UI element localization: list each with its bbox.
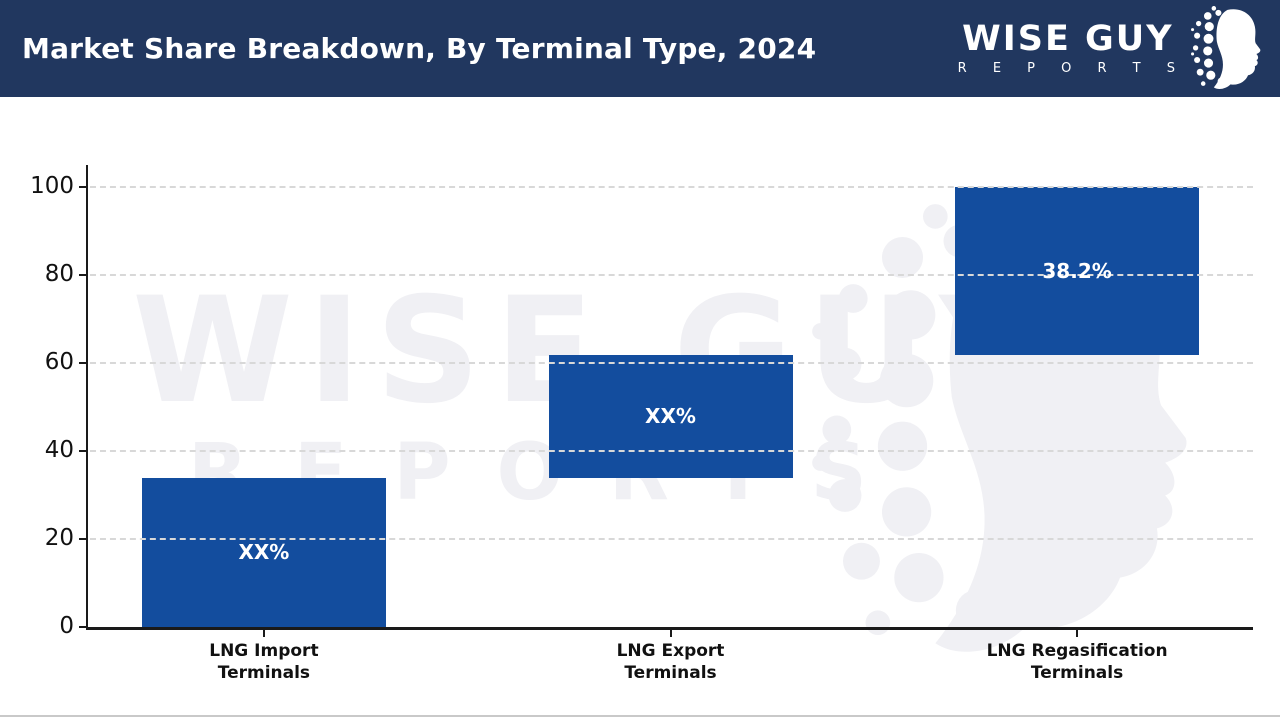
page-title: Market Share Breakdown, By Terminal Type… bbox=[22, 32, 817, 65]
bottom-divider bbox=[0, 715, 1280, 717]
header-bar: Market Share Breakdown, By Terminal Type… bbox=[0, 0, 1280, 97]
y-tick-label-40: 40 bbox=[44, 436, 74, 463]
y-tick-20 bbox=[79, 538, 88, 540]
x-axis-line bbox=[86, 627, 1253, 630]
y-axis-line bbox=[86, 165, 88, 629]
gridline-y-20 bbox=[90, 538, 1253, 540]
x-category-label-lng-export-terminals: LNG Export Terminals bbox=[616, 641, 725, 683]
y-tick-label-80: 80 bbox=[44, 260, 74, 287]
brand-subname: R E P O R T S bbox=[957, 61, 1186, 76]
x-tick-lng-import-terminals bbox=[262, 629, 265, 637]
y-tick-label-20: 20 bbox=[44, 524, 74, 551]
brand-name: WISE GUY bbox=[962, 19, 1174, 59]
bar-value-label-lng-regasification-terminals: 38.2% bbox=[1042, 259, 1112, 284]
y-tick-0 bbox=[79, 626, 88, 628]
brand-face-icon bbox=[1191, 5, 1261, 89]
gridline-y-60 bbox=[90, 362, 1253, 364]
y-tick-100 bbox=[79, 186, 88, 188]
y-tick-80 bbox=[79, 274, 88, 276]
x-tick-lng-export-terminals bbox=[669, 629, 672, 637]
x-category-label-lng-regasification-terminals: LNG Regasification Terminals bbox=[986, 641, 1168, 683]
x-category-label-lng-import-terminals: LNG Import Terminals bbox=[209, 641, 319, 683]
brand-logo: WISE GUY R E P O R T S bbox=[950, 5, 1264, 93]
y-tick-60 bbox=[79, 362, 88, 364]
gridline-y-80 bbox=[90, 274, 1253, 276]
gridline-y-40 bbox=[90, 450, 1253, 452]
y-tick-40 bbox=[79, 450, 88, 452]
y-tick-label-0: 0 bbox=[59, 612, 74, 639]
bar-value-label-lng-export-terminals: XX% bbox=[645, 404, 696, 429]
y-tick-label-60: 60 bbox=[44, 348, 74, 375]
bar-value-label-lng-import-terminals: XX% bbox=[238, 540, 290, 565]
bar-lng-export-terminals bbox=[548, 355, 793, 478]
gridline-y-100 bbox=[90, 186, 1253, 188]
bar-lng-import-terminals bbox=[141, 477, 386, 627]
x-tick-lng-regasification-terminals bbox=[1076, 629, 1079, 637]
y-tick-label-100: 100 bbox=[30, 172, 74, 199]
